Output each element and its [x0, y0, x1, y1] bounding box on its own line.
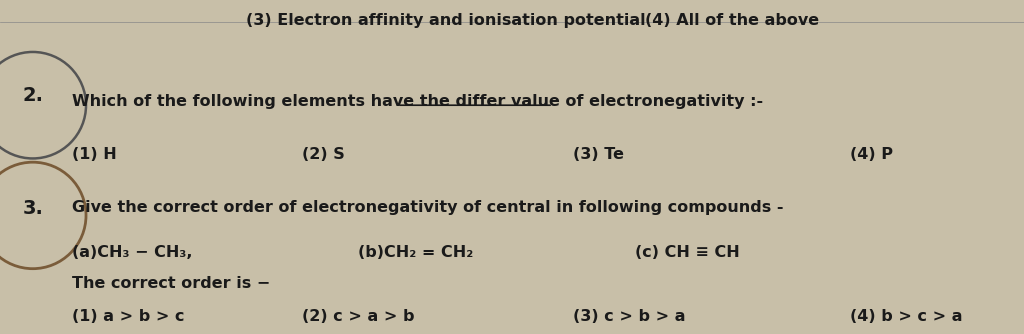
Text: (a)CH₃ − CH₃,: (a)CH₃ − CH₃, — [72, 245, 193, 261]
Text: (b)CH₂ = CH₂: (b)CH₂ = CH₂ — [358, 245, 474, 261]
Text: Give the correct order of electronegativity of central in following compounds -: Give the correct order of electronegativ… — [72, 200, 783, 215]
Text: (2) c > a > b: (2) c > a > b — [302, 309, 415, 324]
Text: 2.: 2. — [23, 86, 43, 105]
Text: (4) All of the above: (4) All of the above — [645, 13, 819, 28]
Text: The correct order is −: The correct order is − — [72, 276, 270, 291]
Text: (2) S: (2) S — [302, 147, 345, 162]
Text: (1) H: (1) H — [72, 147, 117, 162]
Text: Which of the following elements have the differ value of electronegativity :-: Which of the following elements have the… — [72, 94, 763, 109]
Text: (3) Te: (3) Te — [573, 147, 625, 162]
Text: 3.: 3. — [23, 199, 43, 218]
Text: (3) Electron affinity and ionisation potential: (3) Electron affinity and ionisation pot… — [246, 13, 645, 28]
Text: (c) CH ≡ CH: (c) CH ≡ CH — [635, 245, 739, 261]
Text: (4) b > c > a: (4) b > c > a — [850, 309, 963, 324]
Text: (1) a > b > c: (1) a > b > c — [72, 309, 184, 324]
Text: (3) c > b > a: (3) c > b > a — [573, 309, 686, 324]
Text: (4) P: (4) P — [850, 147, 893, 162]
